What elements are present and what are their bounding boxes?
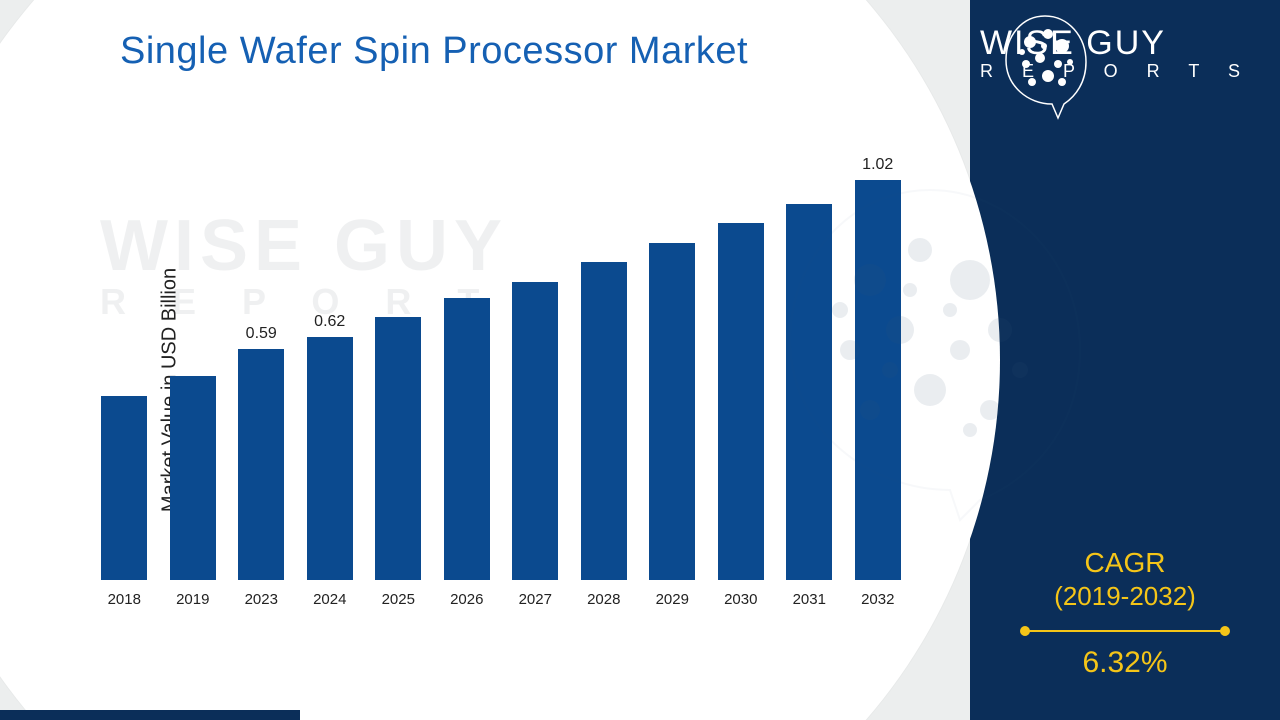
brand-logo: WISE GUY R E P O R T S: [980, 24, 1252, 82]
bar: [581, 262, 627, 580]
x-axis-label: 2031: [785, 591, 834, 608]
bar-wrap: 0.59: [237, 325, 286, 580]
bar-value-label: 0.59: [246, 325, 277, 345]
x-axis-label: 2028: [580, 591, 629, 608]
x-axis-label: 2023: [237, 591, 286, 608]
logo-text-line1: WISE GUY: [980, 24, 1252, 63]
x-axis-label: 2027: [511, 591, 560, 608]
logo-text-line2: R E P O R T S: [980, 61, 1252, 82]
cagr-divider: [1025, 630, 1225, 632]
cagr-value: 6.32%: [1000, 646, 1250, 680]
stage: Single Wafer Spin Processor Market WISE …: [0, 0, 1280, 720]
cagr-panel: CAGR (2019-2032) 6.32%: [1000, 547, 1250, 680]
x-axis-label: 2030: [717, 591, 766, 608]
cagr-title: CAGR: [1000, 547, 1250, 579]
bar-wrap: [648, 219, 697, 580]
bar: [307, 337, 353, 580]
x-axis-label: 2018: [100, 591, 149, 608]
bar-wrap: [580, 238, 629, 580]
x-labels-container: 2018 2019 2023 2024 2025 2026 2027 2028 2029 2030…: [96, 591, 906, 608]
bar: [170, 376, 216, 580]
x-axis-label: 2032: [854, 591, 903, 608]
bar: [649, 243, 695, 580]
x-axis-label: 2019: [169, 591, 218, 608]
bar-wrap: [443, 274, 492, 580]
chart-title: Single Wafer Spin Processor Market: [120, 30, 748, 73]
bar-wrap: [511, 258, 560, 580]
bar-wrap: [100, 372, 149, 580]
bar-wrap: [374, 293, 423, 580]
x-axis-label: 2026: [443, 591, 492, 608]
x-axis-label: 2024: [306, 591, 355, 608]
x-axis-label: 2025: [374, 591, 423, 608]
watermark-head-icon: [750, 170, 1110, 530]
bar-wrap: [169, 352, 218, 580]
bar: [444, 298, 490, 580]
bar: [101, 396, 147, 580]
bar: [512, 282, 558, 580]
bar-wrap: 0.62: [306, 313, 355, 580]
bar: [375, 317, 421, 580]
bar-value-label: 0.62: [314, 313, 345, 333]
x-axis-label: 2029: [648, 591, 697, 608]
bar: [238, 349, 284, 580]
bottom-accent-strip: [0, 710, 300, 720]
cagr-period: (2019-2032): [1000, 581, 1250, 612]
